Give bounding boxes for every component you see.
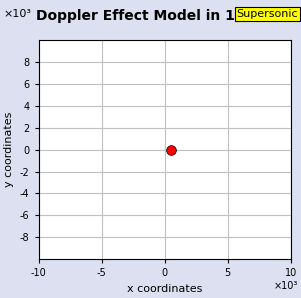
Text: Doppler Effect Model in 1 Di: Doppler Effect Model in 1 Di <box>36 9 256 23</box>
X-axis label: x coordinates: x coordinates <box>127 284 202 294</box>
Text: Supersonic: Supersonic <box>236 9 298 19</box>
Y-axis label: y coordinates: y coordinates <box>4 112 14 187</box>
Text: ×10³: ×10³ <box>274 280 298 291</box>
Text: ×10³: ×10³ <box>3 9 31 19</box>
